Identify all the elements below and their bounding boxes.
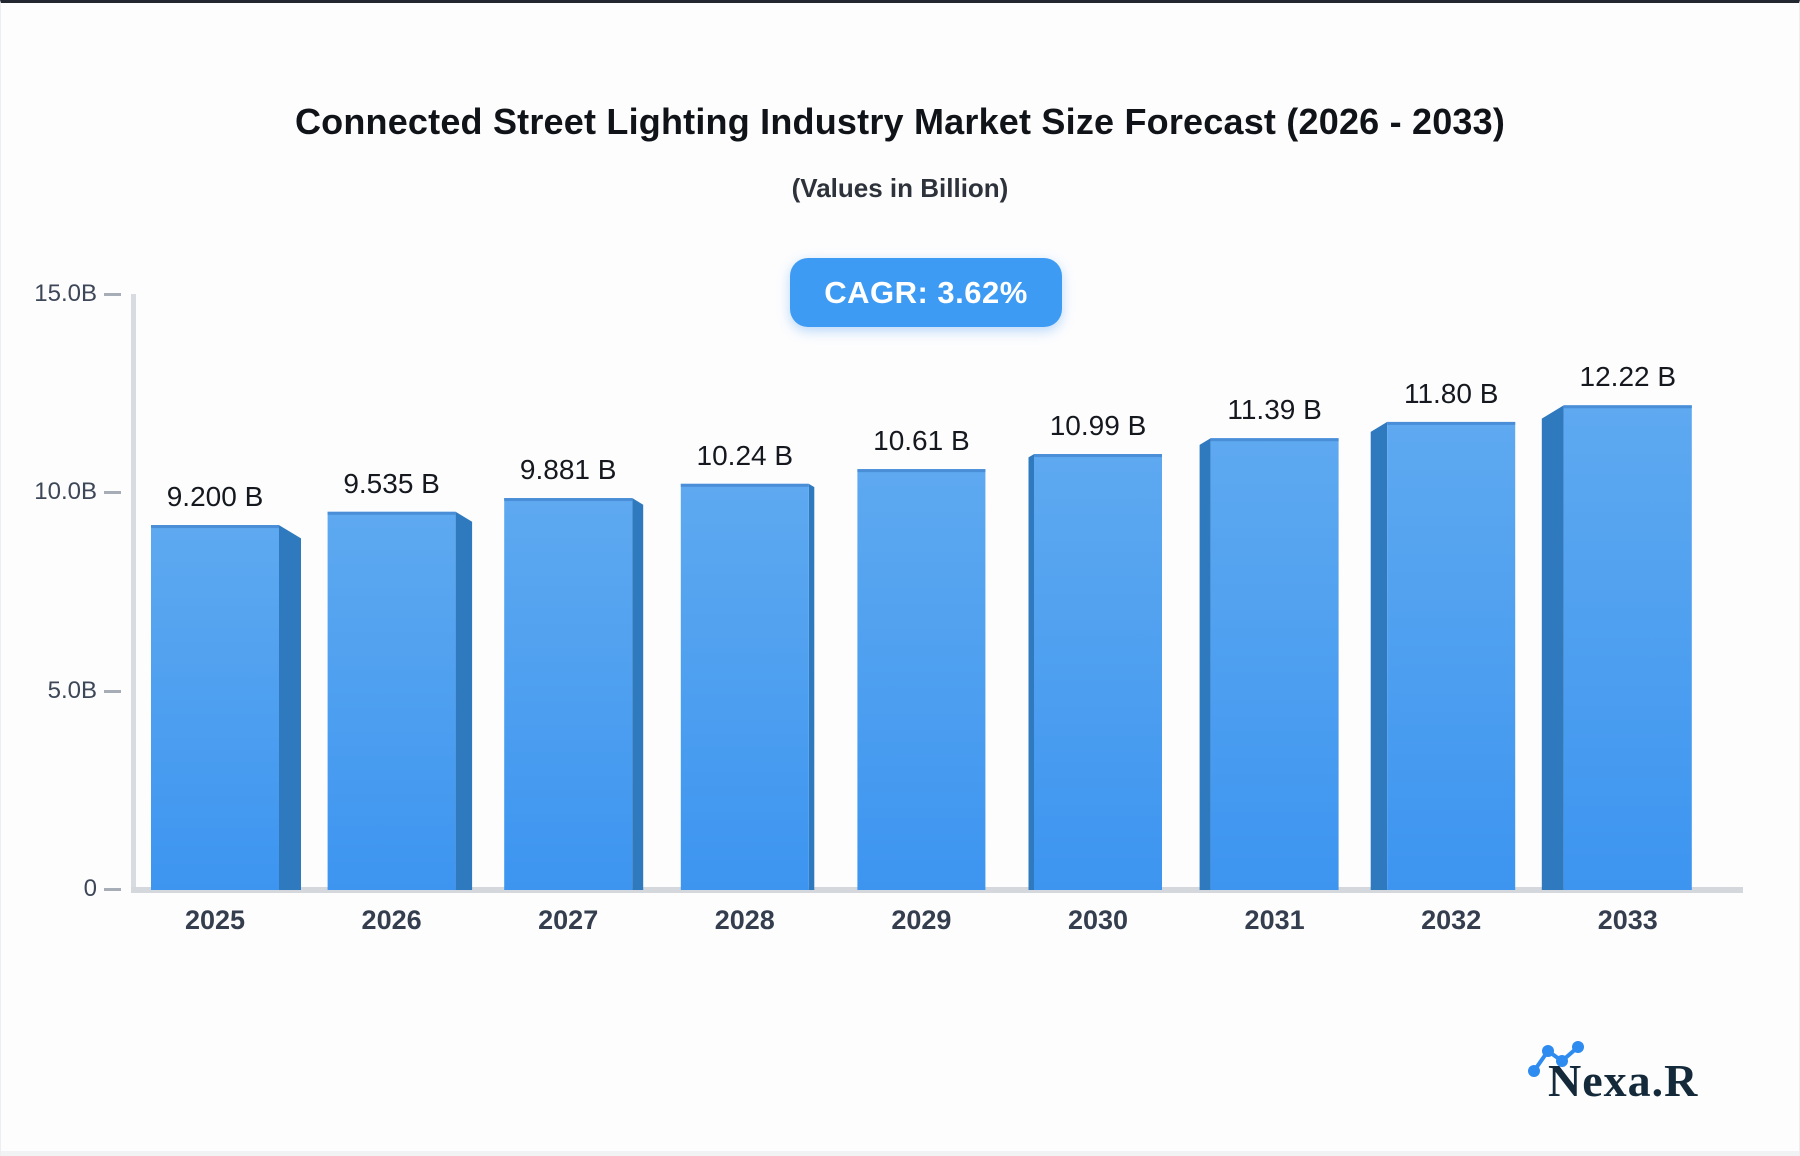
bar-side-3d	[632, 498, 644, 890]
y-tick-dash	[104, 689, 121, 693]
bar-side-3d	[455, 511, 473, 890]
bar-2027	[504, 498, 633, 890]
bar-2032	[1387, 421, 1516, 890]
bar-top-edge	[680, 483, 809, 487]
bar-top-edge	[504, 498, 633, 502]
cagr-badge: CAGR: 3.62%	[790, 258, 1062, 327]
y-tick-label: 15.0B	[34, 280, 97, 307]
bar-side-3d	[1541, 405, 1564, 890]
y-tick-label: 10.0B	[34, 478, 97, 506]
bars-canvas	[151, 405, 1692, 890]
y-tick-dash	[104, 293, 121, 296]
bar-top-edge	[1387, 421, 1516, 425]
zigzag-line-chart-icon	[1528, 1041, 1584, 1077]
bar-2025	[151, 525, 279, 890]
x-axis-label: 2029	[891, 905, 952, 935]
bar-2026	[327, 511, 456, 890]
brand-logo-text: Nexa.R	[1548, 1055, 1699, 1106]
bar-2029	[857, 469, 986, 890]
bar-2030	[1034, 454, 1162, 890]
bar-value-label: 9.881 B	[519, 454, 617, 486]
x-axis-label: 2030	[1067, 905, 1129, 935]
x-axis-label: 2026	[361, 905, 422, 935]
bar-2028	[680, 483, 809, 890]
y-tick-label: 5.0B	[47, 676, 97, 704]
y-tick-dash	[104, 491, 121, 495]
bar-value-label: 9.535 B	[343, 467, 440, 499]
y-tick-label: 0	[83, 875, 97, 902]
x-axis-label: 2028	[714, 905, 775, 935]
bar-top-edge	[857, 469, 986, 473]
bar-side-3d	[1199, 438, 1211, 890]
bar-2033	[1563, 405, 1692, 890]
bar-value-label: 11.39 B	[1227, 394, 1322, 426]
x-axis-label: 2033	[1597, 905, 1658, 935]
bar-2031	[1210, 438, 1339, 890]
bar-side-3d	[808, 483, 815, 890]
bar-top-edge	[1563, 405, 1692, 409]
x-axis-label: 2032	[1421, 905, 1482, 935]
bar-value-label: 12.22 B	[1579, 361, 1677, 393]
bar-value-label: 10.24 B	[696, 439, 794, 471]
cagr-badge-label: CAGR: 3.62%	[824, 274, 1028, 310]
bar-top-edge	[327, 511, 456, 515]
chart-title: Connected Street Lighting Industry Marke…	[294, 101, 1506, 142]
y-tick-dash	[104, 888, 121, 891]
chart-subtitle: (Values in Billion)	[791, 173, 1009, 203]
bottom-edge-strip	[1, 1151, 1799, 1156]
bar-value-label: 10.61 B	[873, 425, 970, 457]
bar-top-edge	[1210, 438, 1339, 442]
x-axis-label: 2027	[538, 905, 599, 935]
x-axis-label: 2031	[1244, 905, 1305, 935]
y-axis-line	[131, 294, 136, 893]
bar-side-3d	[1370, 421, 1388, 890]
bar-top-edge	[1034, 454, 1162, 458]
brand-logo: Nexa.R	[1527, 1041, 1757, 1111]
bar-value-label: 10.99 B	[1049, 410, 1147, 442]
bar-side-3d	[279, 525, 301, 890]
bar-value-label: 11.80 B	[1403, 377, 1499, 409]
bar-value-label: 9.200 B	[166, 481, 264, 513]
x-axis-label: 2025	[184, 905, 246, 935]
bar-side-3d	[1028, 454, 1034, 890]
bar-top-edge	[151, 525, 279, 529]
